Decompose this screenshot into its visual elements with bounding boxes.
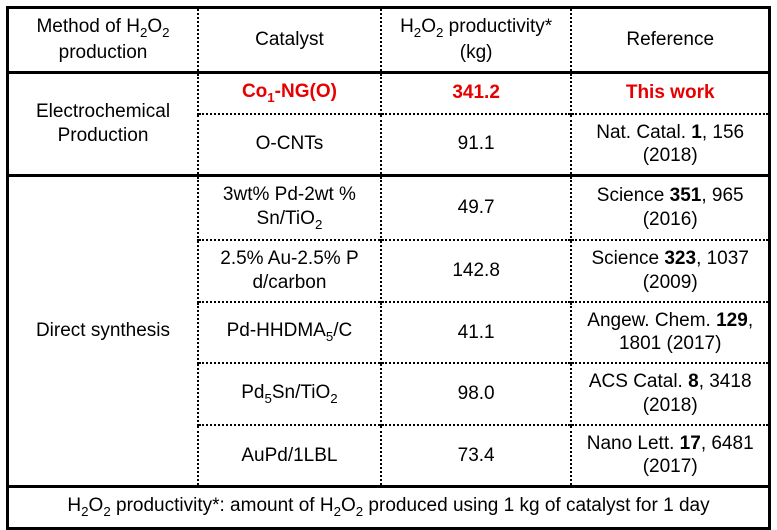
- reference-cell: Science 351, 965 (2016): [571, 176, 769, 241]
- reference-cell: Angew. Chem. 129, 1801 (2017): [571, 302, 769, 364]
- productivity-cell: 49.7: [381, 176, 572, 241]
- catalyst-cell: Pd5Sn/TiO2: [198, 363, 381, 425]
- reference-cell: ACS Catal. 8, 3418 (2018): [571, 363, 769, 425]
- reference-cell: Nat. Catal. 1, 156 (2018): [571, 114, 769, 176]
- productivity-cell: 341.2: [381, 73, 572, 114]
- footnote: H2O2 productivity*: amount of H2O2 produ…: [8, 487, 770, 528]
- table-row: Electrochemical ProductionCo1-NG(O)341.2…: [8, 73, 770, 114]
- method-cell: Electrochemical Production: [8, 73, 199, 176]
- column-header: Catalyst: [198, 8, 381, 73]
- catalyst-cell: 2.5% Au-2.5% P d/carbon: [198, 240, 381, 302]
- productivity-table: Method of H2O2 productionCatalystH2O2 pr…: [6, 6, 771, 530]
- method-cell: Direct synthesis: [8, 176, 199, 487]
- catalyst-cell: Pd-HHDMA5/C: [198, 302, 381, 364]
- reference-cell: Science 323, 1037 (2009): [571, 240, 769, 302]
- productivity-cell: 41.1: [381, 302, 572, 364]
- column-header: Reference: [571, 8, 769, 73]
- catalyst-cell: O-CNTs: [198, 114, 381, 176]
- reference-cell: This work: [571, 73, 769, 114]
- productivity-cell: 142.8: [381, 240, 572, 302]
- productivity-cell: 98.0: [381, 363, 572, 425]
- reference-cell: Nano Lett. 17, 6481 (2017): [571, 425, 769, 487]
- table-row: Direct synthesis3wt% Pd-2wt % Sn/TiO249.…: [8, 176, 770, 241]
- catalyst-cell: 3wt% Pd-2wt % Sn/TiO2: [198, 176, 381, 241]
- column-header: H2O2 productivity* (kg): [381, 8, 572, 73]
- column-header: Method of H2O2 production: [8, 8, 199, 73]
- productivity-cell: 91.1: [381, 114, 572, 176]
- catalyst-cell: AuPd/1LBL: [198, 425, 381, 487]
- catalyst-cell: Co1-NG(O): [198, 73, 381, 114]
- productivity-cell: 73.4: [381, 425, 572, 487]
- table-body: Method of H2O2 productionCatalystH2O2 pr…: [8, 8, 770, 529]
